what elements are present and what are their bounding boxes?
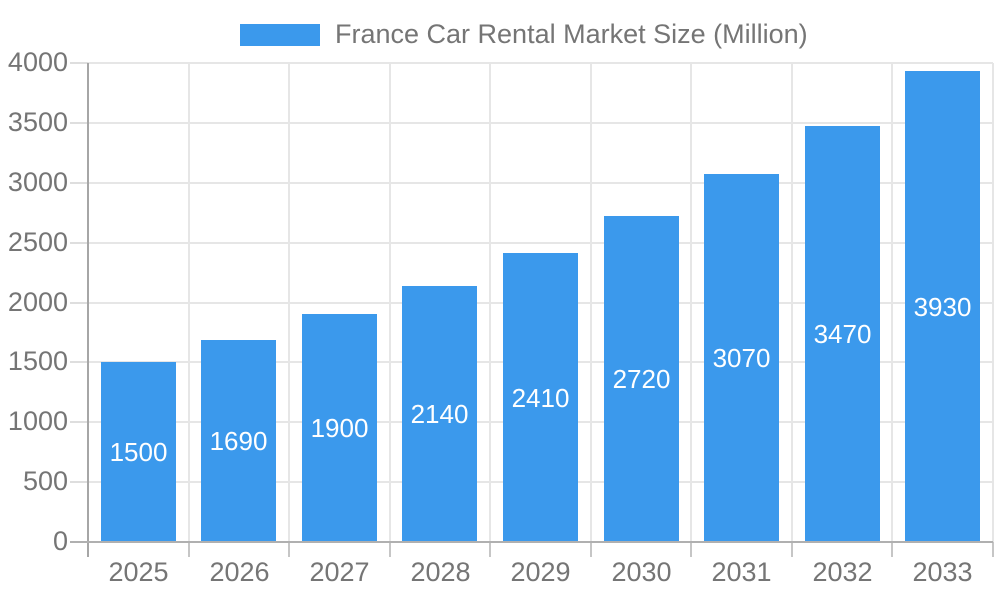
y-axis-label: 3000	[7, 167, 68, 197]
y-axis-tick	[70, 242, 88, 244]
bar-2025[interactable]: 1500	[101, 362, 176, 542]
gridline-vertical	[489, 63, 491, 542]
gridline-horizontal	[88, 62, 993, 64]
bar-2026[interactable]: 1690	[201, 340, 276, 542]
x-axis-label: 2027	[309, 557, 370, 587]
y-axis-label: 1500	[7, 346, 68, 376]
gridline-vertical	[791, 63, 793, 542]
gridline-horizontal	[88, 242, 993, 244]
bar-2032[interactable]: 3470	[805, 126, 880, 542]
bar-2031[interactable]: 3070	[704, 174, 779, 542]
x-axis-tick	[288, 542, 290, 557]
bar-2028[interactable]: 2140	[402, 286, 477, 542]
y-axis-label: 4000	[7, 47, 68, 77]
bar-value-label: 1690	[209, 426, 268, 456]
x-axis-tick	[992, 542, 994, 557]
x-axis-label: 2026	[209, 557, 270, 587]
bar-2033[interactable]: 3930	[905, 71, 980, 542]
bar-value-label: 2140	[410, 399, 469, 429]
gridline-vertical	[992, 63, 994, 542]
gridline-horizontal	[88, 122, 993, 124]
gridline-vertical	[891, 63, 893, 542]
x-axis-tick	[891, 542, 893, 557]
y-axis-tick	[70, 421, 88, 423]
bar-value-label: 1900	[310, 413, 369, 443]
y-axis-label: 2500	[7, 227, 68, 257]
x-axis-tick	[489, 542, 491, 557]
gridline-vertical	[389, 63, 391, 542]
y-axis-tick	[70, 302, 88, 304]
x-axis-tick	[389, 542, 391, 557]
gridline-vertical	[288, 63, 290, 542]
x-axis-baseline	[70, 541, 993, 543]
y-axis-label: 0	[52, 526, 68, 556]
x-axis-label: 2033	[912, 557, 973, 587]
bar-value-label: 3470	[813, 319, 872, 349]
x-axis-label: 2028	[410, 557, 471, 587]
x-axis-label: 2032	[812, 557, 873, 587]
y-axis-line	[87, 63, 89, 557]
bar-2029[interactable]: 2410	[503, 253, 578, 542]
bar-2030[interactable]: 2720	[604, 216, 679, 542]
gridline-horizontal	[88, 182, 993, 184]
gridline-vertical	[188, 63, 190, 542]
x-axis-label: 2030	[611, 557, 672, 587]
bar-2027[interactable]: 1900	[302, 314, 377, 542]
bar-value-label: 3930	[913, 291, 972, 322]
y-axis-tick	[70, 122, 88, 124]
y-axis-tick	[70, 481, 88, 483]
gridline-vertical	[590, 63, 592, 542]
bar-value-label: 2720	[612, 364, 671, 394]
y-axis-tick	[70, 62, 88, 64]
x-axis-tick	[791, 542, 793, 557]
y-axis-label: 3500	[7, 107, 68, 137]
y-axis-label: 500	[22, 466, 68, 496]
x-axis-label: 2029	[510, 557, 571, 587]
x-axis-tick	[188, 542, 190, 557]
x-axis-label: 2031	[711, 557, 772, 587]
y-axis-tick	[70, 182, 88, 184]
legend-label: France Car Rental Market Size (Million)	[335, 19, 808, 49]
y-axis-label: 2000	[7, 287, 68, 317]
y-axis-tick	[70, 361, 88, 363]
y-axis-label: 1000	[7, 406, 68, 436]
x-axis-tick	[590, 542, 592, 557]
bar-value-label: 3070	[712, 343, 771, 373]
x-axis-label: 2025	[108, 557, 169, 587]
gridline-vertical	[690, 63, 692, 542]
bar-value-label: 1500	[109, 437, 168, 467]
legend-swatch-icon	[240, 23, 320, 46]
bar-value-label: 2410	[511, 382, 570, 413]
x-axis-tick	[690, 542, 692, 557]
legend[interactable]: France Car Rental Market Size (Million)	[240, 21, 808, 48]
